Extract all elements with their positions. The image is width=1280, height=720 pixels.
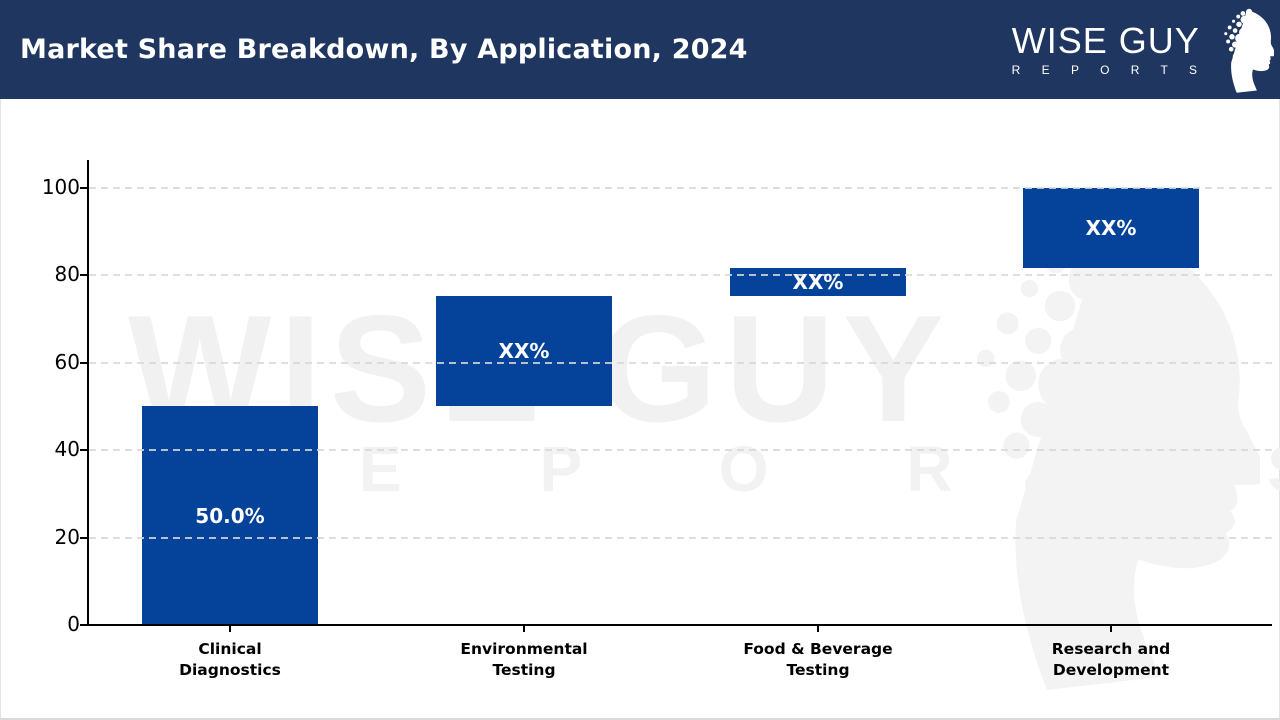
y-tick-label: 0: [67, 612, 80, 636]
wise-guy-reports-logo: WISE GUY R E P O R T S: [1006, 4, 1274, 96]
bar: [142, 406, 318, 625]
header-bar: Market Share Breakdown, By Application, …: [0, 0, 1280, 99]
y-tick-mark: [80, 274, 88, 276]
page-title: Market Share Breakdown, By Application, …: [20, 34, 748, 65]
y-axis-line: [87, 160, 89, 626]
x-axis-line: [87, 624, 1272, 626]
x-tick-mark: [817, 625, 819, 632]
gridline: [89, 186, 1272, 189]
gridline: [89, 274, 1272, 276]
x-category-line: Development: [1052, 660, 1170, 679]
y-tick-mark: [80, 449, 88, 451]
x-tick-mark: [523, 625, 525, 632]
y-tick-mark: [80, 361, 88, 364]
x-category-label: Food & Beverage Testing: [678, 639, 958, 681]
logo-head-icon: [1224, 8, 1274, 93]
bar: [730, 268, 906, 297]
gridline: [89, 449, 1272, 451]
y-tick-label: 40: [54, 437, 80, 461]
x-category-line: Environmental: [460, 640, 588, 658]
y-tick-mark: [80, 536, 88, 539]
x-category-line: Clinical: [198, 640, 262, 658]
bar: [436, 296, 612, 407]
y-tick-label: 20: [54, 524, 80, 549]
logo-text: WISE GUY R E P O R T S: [1006, 20, 1206, 78]
x-category-line: Diagnostics: [179, 660, 281, 679]
x-category-line: Testing: [786, 660, 850, 679]
y-tick-label: 60: [54, 349, 80, 374]
x-tick-mark: [1110, 625, 1112, 632]
x-category-label: Environmental Testing: [384, 639, 664, 681]
gridline: [89, 361, 1272, 364]
logo-subtitle: R E P O R T S: [1011, 63, 1206, 77]
x-category-label: Research and Development: [971, 639, 1251, 681]
bar: [1023, 187, 1199, 269]
logo-wordmark: WISE GUY: [1011, 20, 1200, 61]
gridline: [89, 536, 1272, 539]
y-tick-mark: [80, 186, 88, 189]
x-category-line: Food & Beverage: [743, 640, 893, 658]
y-tick-label: 80: [54, 262, 80, 286]
y-tick-label: 100: [41, 174, 80, 199]
x-category-line: Research and: [1051, 640, 1171, 658]
x-tick-mark: [229, 625, 231, 632]
x-category-line: Testing: [492, 660, 556, 679]
y-tick-mark: [80, 624, 88, 626]
x-category-label: Clinical Diagnostics: [90, 639, 370, 681]
